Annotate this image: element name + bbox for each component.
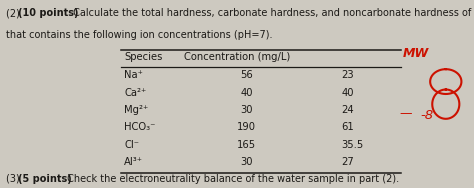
Text: 165: 165 bbox=[237, 140, 256, 150]
Text: 30: 30 bbox=[240, 105, 253, 115]
Text: 40: 40 bbox=[240, 88, 253, 98]
Text: Na⁺: Na⁺ bbox=[124, 70, 143, 80]
Text: Al³⁺: Al³⁺ bbox=[124, 157, 143, 167]
Text: HCO₃⁻: HCO₃⁻ bbox=[124, 122, 155, 132]
Text: Ca²⁺: Ca²⁺ bbox=[124, 88, 146, 98]
Text: Concentration (mg/L): Concentration (mg/L) bbox=[184, 52, 291, 62]
Text: MW: MW bbox=[403, 47, 429, 60]
Text: (2): (2) bbox=[6, 8, 23, 18]
Text: 23: 23 bbox=[341, 70, 354, 80]
Text: Check the electroneutrality balance of the water sample in part (2).: Check the electroneutrality balance of t… bbox=[64, 174, 399, 184]
Text: that contains the following ion concentrations (pH=7).: that contains the following ion concentr… bbox=[6, 30, 272, 40]
Text: 35.5: 35.5 bbox=[341, 140, 364, 150]
Text: 61: 61 bbox=[341, 122, 354, 132]
Text: 30: 30 bbox=[240, 157, 253, 167]
Text: Cl⁻: Cl⁻ bbox=[124, 140, 139, 150]
Text: 190: 190 bbox=[237, 122, 256, 132]
Text: (10 points): (10 points) bbox=[18, 8, 79, 18]
Text: Species: Species bbox=[124, 52, 163, 62]
Text: Mg²⁺: Mg²⁺ bbox=[124, 105, 148, 115]
Text: (3): (3) bbox=[6, 174, 23, 184]
Text: 40: 40 bbox=[341, 88, 354, 98]
Text: 27: 27 bbox=[341, 157, 354, 167]
Text: —: — bbox=[399, 107, 411, 120]
Text: (5 points): (5 points) bbox=[18, 174, 72, 184]
Text: 56: 56 bbox=[240, 70, 253, 80]
Text: Calculate the total hardness, carbonate hardness, and noncarbonate hardness of w: Calculate the total hardness, carbonate … bbox=[70, 8, 474, 18]
Text: 24: 24 bbox=[341, 105, 354, 115]
Text: -8: -8 bbox=[420, 109, 433, 122]
